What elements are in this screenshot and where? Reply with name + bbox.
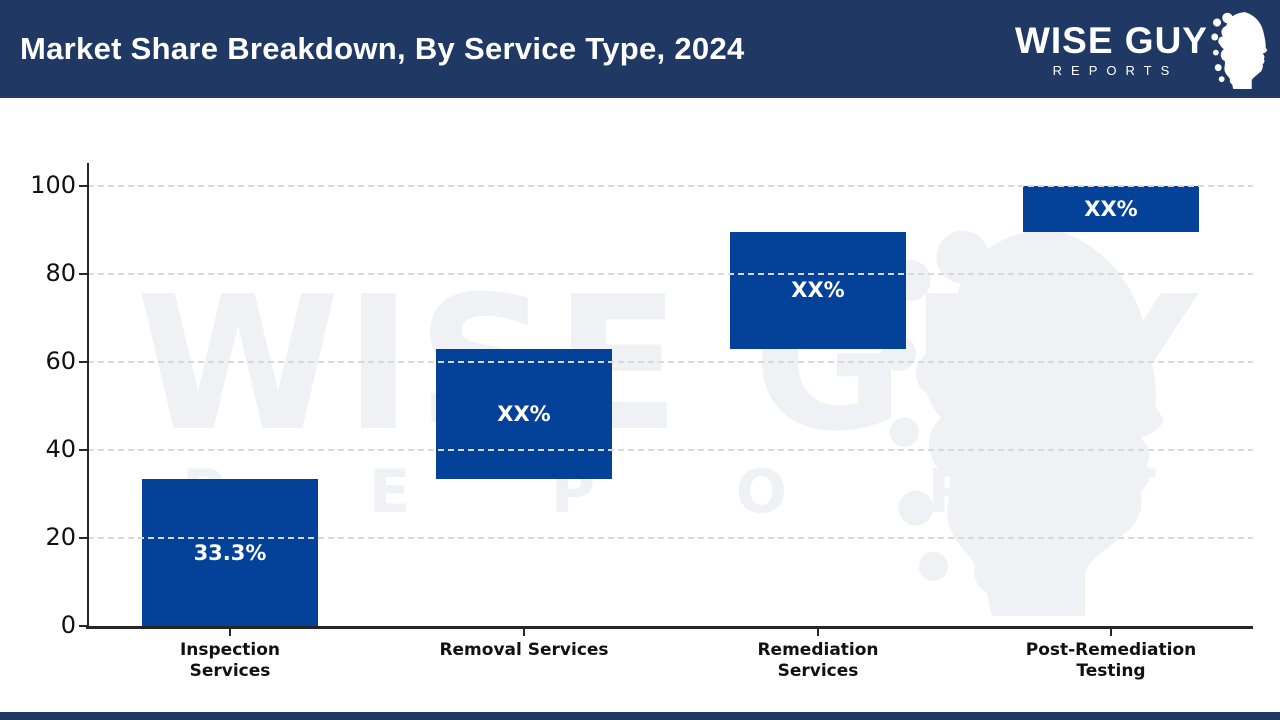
gridline xyxy=(88,185,1253,187)
bar xyxy=(142,479,318,626)
y-tick xyxy=(79,185,87,187)
x-category-label: Removal Services xyxy=(394,640,654,661)
y-tick xyxy=(79,361,87,363)
brand-face-icon xyxy=(1211,12,1268,89)
x-tick xyxy=(523,629,525,636)
y-tick xyxy=(79,625,87,627)
x-axis-spine xyxy=(86,626,1253,629)
y-tick-label: 80 xyxy=(45,259,76,287)
y-tick xyxy=(79,537,87,539)
footer-bar xyxy=(0,712,1280,720)
page-title: Market Share Breakdown, By Service Type,… xyxy=(20,31,745,66)
bar-value-label: XX% xyxy=(497,402,551,427)
x-category-line: Services xyxy=(777,661,859,682)
x-tick xyxy=(229,629,231,636)
y-axis-spine xyxy=(87,163,89,629)
bar xyxy=(730,232,906,349)
x-category-line: Testing xyxy=(1076,661,1146,682)
bar-value-label: XX% xyxy=(1084,197,1138,222)
gridline xyxy=(88,449,1253,451)
gridline xyxy=(88,361,1253,363)
y-tick-label: 20 xyxy=(45,523,76,551)
x-category-label: Post-Remediation Testing xyxy=(981,640,1241,683)
brand-logo: WISE GUY REPORTS xyxy=(1015,6,1268,94)
y-tick-label: 0 xyxy=(60,611,76,639)
header: Market Share Breakdown, By Service Type,… xyxy=(0,0,1280,98)
gridline xyxy=(88,537,1253,539)
watermark-face-icon xyxy=(880,227,1165,616)
y-tick xyxy=(79,449,87,451)
x-category-label: Inspection Services xyxy=(100,640,360,683)
x-category-line: Removal Services xyxy=(439,640,609,660)
bar-value-label: XX% xyxy=(791,278,845,303)
bar-value-label: 33.3% xyxy=(193,540,267,565)
y-tick-label: 60 xyxy=(45,347,76,375)
x-category-line: Post-Remediation xyxy=(1025,640,1197,660)
x-category-line: Remediation xyxy=(757,640,879,660)
x-tick xyxy=(817,629,819,636)
bar xyxy=(436,348,612,480)
brand-logo-text: WISE GUY REPORTS xyxy=(1015,22,1208,78)
x-category-label: Remediation Services xyxy=(688,640,948,683)
brand-name: WISE GUY xyxy=(1014,20,1208,61)
gridline xyxy=(88,273,1253,275)
y-tick-label: 100 xyxy=(30,171,76,199)
x-category-line: Services xyxy=(189,661,271,682)
bar xyxy=(1023,186,1199,233)
y-tick xyxy=(79,273,87,275)
brand-subtitle: REPORTS xyxy=(1052,63,1179,78)
x-category-line: Inspection xyxy=(179,640,281,660)
y-tick-label: 40 xyxy=(45,435,76,463)
x-tick xyxy=(1110,629,1112,636)
